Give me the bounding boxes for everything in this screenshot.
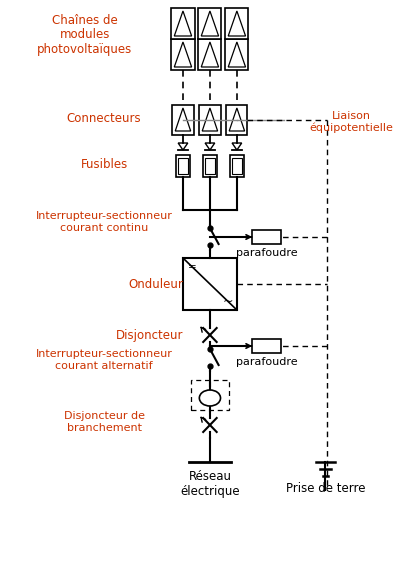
Bar [198,39,222,70]
Polygon shape [201,42,218,67]
Polygon shape [205,143,215,150]
Polygon shape [202,108,218,131]
Bar [191,380,229,410]
Text: Chaînes de
modules
photovoltaïques: Chaînes de modules photovoltaïques [37,13,132,57]
Bar [199,105,220,135]
Polygon shape [174,42,192,67]
Bar [172,105,194,135]
Polygon shape [232,143,242,150]
Text: parafoudre: parafoudre [236,357,298,367]
Text: Interrupteur-sectionneur
courant continu: Interrupteur-sectionneur courant continu [36,211,172,233]
Bar [232,158,242,174]
Polygon shape [228,42,246,67]
Text: Liaison
équipotentielle: Liaison équipotentielle [310,111,394,133]
Text: Interrupteur-sectionneur
courant alternatif: Interrupteur-sectionneur courant alterna… [36,349,172,371]
Bar [176,155,190,177]
Polygon shape [201,11,218,36]
Polygon shape [174,11,192,36]
Bar [178,158,188,174]
Bar [172,8,194,39]
Bar [205,158,215,174]
Polygon shape [175,108,191,131]
Bar [198,8,222,39]
Text: Réseau
électrique: Réseau électrique [180,470,240,498]
Text: parafoudre: parafoudre [236,248,298,258]
Text: Fusibles: Fusibles [80,158,128,172]
Bar [225,8,248,39]
Text: Disjoncteur de
branchement: Disjoncteur de branchement [64,411,144,433]
Bar [172,39,194,70]
Bar [226,105,248,135]
Polygon shape [229,108,244,131]
Bar [183,258,237,310]
Ellipse shape [199,390,220,406]
Text: =: = [188,262,196,272]
Polygon shape [228,11,246,36]
Text: Onduleur: Onduleur [128,277,184,291]
Bar [203,155,217,177]
Bar [252,230,281,244]
Text: ~: ~ [222,295,233,307]
Text: Connecteurs: Connecteurs [67,112,141,124]
Bar [252,339,281,353]
Text: Disjoncteur: Disjoncteur [116,329,183,343]
Bar [225,39,248,70]
Text: Prise de terre: Prise de terre [286,481,365,495]
Bar [230,155,244,177]
Polygon shape [178,143,188,150]
